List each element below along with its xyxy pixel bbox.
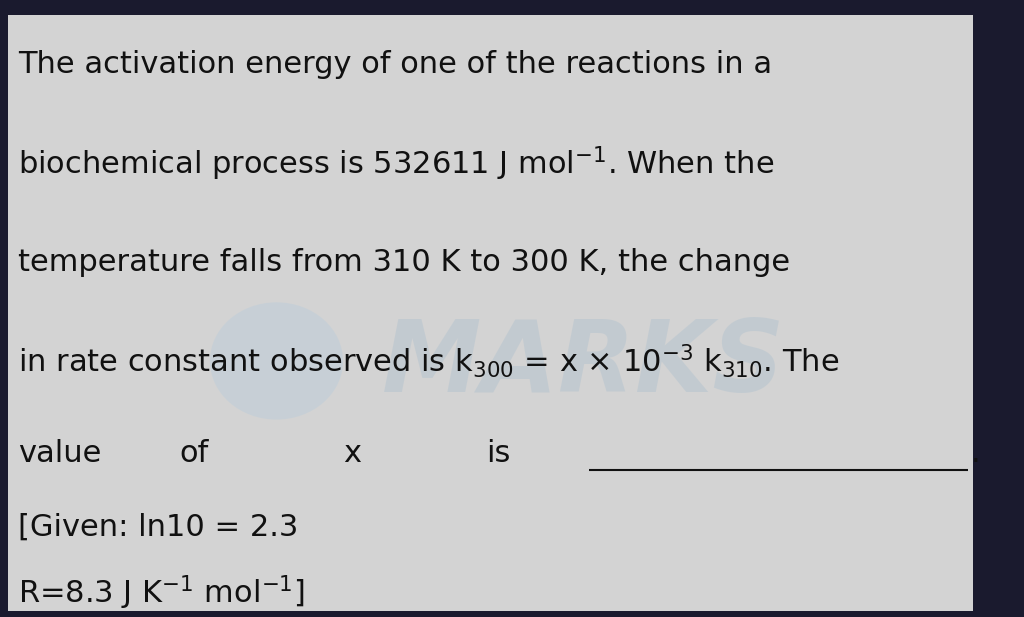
Text: biochemical process is 532611 J mol$^{-1}$. When the: biochemical process is 532611 J mol$^{-1… xyxy=(18,144,774,183)
Text: in rate constant observed is k$_{300}$ = x $\times$ 10$^{-3}$ k$_{310}$. The: in rate constant observed is k$_{300}$ =… xyxy=(18,342,840,379)
Ellipse shape xyxy=(210,302,343,420)
Text: temperature falls from 310 K to 300 K, the change: temperature falls from 310 K to 300 K, t… xyxy=(18,247,791,277)
Text: R=8.3 J K$^{-1}$ mol$^{-1}$]: R=8.3 J K$^{-1}$ mol$^{-1}$] xyxy=(18,573,305,611)
Text: The activation energy of one of the reactions in a: The activation energy of one of the reac… xyxy=(18,50,772,80)
Text: x: x xyxy=(343,439,361,468)
Text: MARKS: MARKS xyxy=(382,315,785,413)
Text: [Given: ln10 = 2.3: [Given: ln10 = 2.3 xyxy=(18,513,299,542)
FancyBboxPatch shape xyxy=(8,15,973,611)
Text: value: value xyxy=(18,439,101,468)
Text: of: of xyxy=(179,439,209,468)
Text: .: . xyxy=(971,439,980,468)
Text: is: is xyxy=(486,439,511,468)
